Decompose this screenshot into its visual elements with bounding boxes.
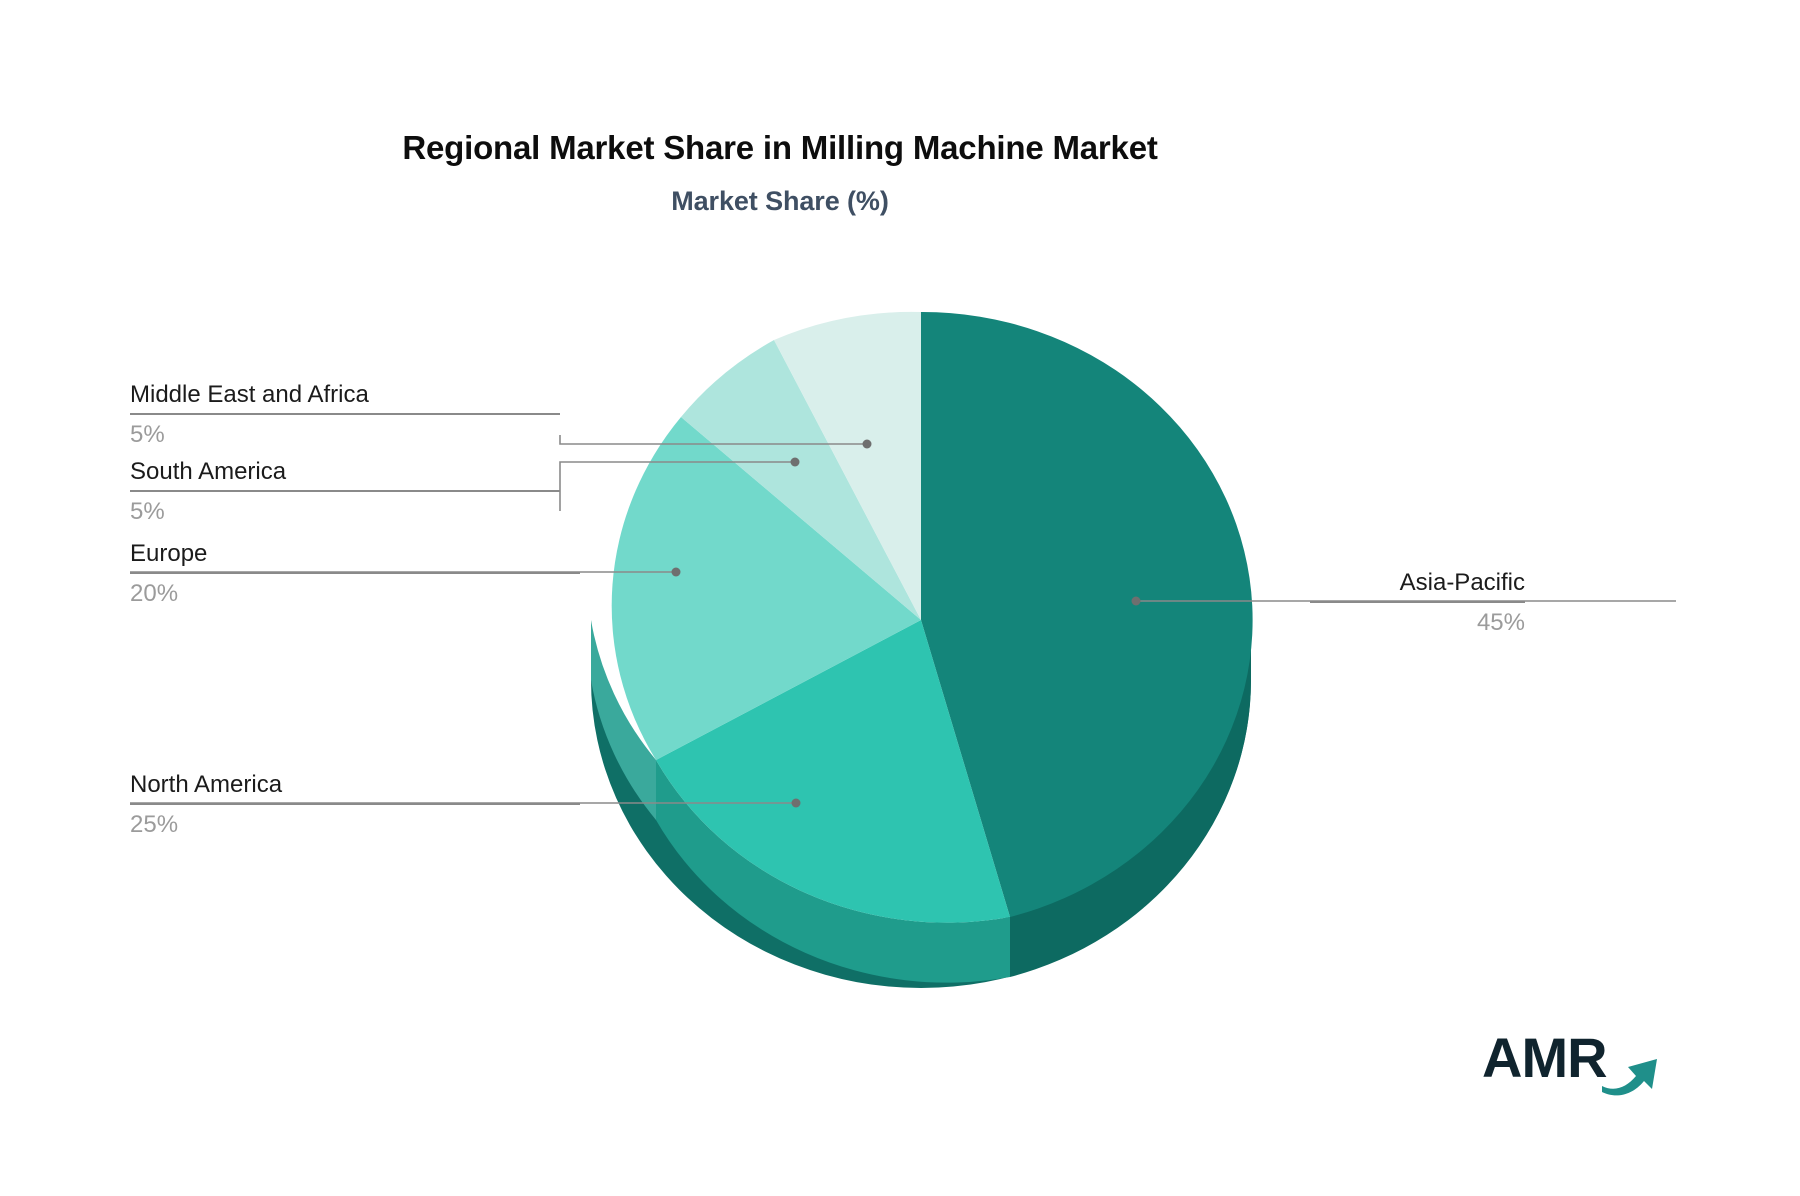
callout-rule	[130, 413, 560, 415]
slice-depth-asia-pacific	[1010, 620, 1252, 977]
leader-dot-north-america	[791, 798, 801, 808]
leader-dot-south-america	[790, 457, 800, 467]
pie-top-face	[611, 311, 1253, 923]
callout-middle-east-and-africa[interactable]: Middle East and Africa 5%	[130, 380, 560, 450]
pie-base-shadow	[591, 620, 1251, 988]
leader-line-middle-east-and-africa	[559, 435, 867, 445]
callout-label-asia-pacific: Asia-Pacific	[1399, 569, 1525, 596]
callout-rule	[1310, 601, 1525, 603]
callout-value-asia-pacific: 45%	[1476, 609, 1525, 636]
slice-europe	[611, 417, 921, 760]
callout-asia-pacific[interactable]: Asia-Pacific 45%	[1310, 568, 1525, 638]
callout-label-europe: Europe	[130, 540, 208, 567]
callout-rule	[130, 572, 580, 574]
pie-depth	[591, 620, 1252, 988]
leader-line-south-america	[559, 461, 795, 511]
callout-value-north-america: 25%	[130, 811, 179, 838]
callout-value-europe: 20%	[130, 580, 179, 607]
callout-south-america[interactable]: South America 5%	[130, 457, 560, 527]
chart-subtitle: Market Share (%)	[671, 185, 889, 216]
slice-depth-north-america	[656, 760, 1010, 983]
leader-dot-middle-east-and-africa	[862, 439, 872, 449]
amr-logo: AMR	[1482, 1030, 1662, 1098]
callout-north-america[interactable]: North America 25%	[130, 770, 580, 840]
slice-south-america	[681, 340, 921, 620]
callout-label-middle-east-and-africa: Middle East and Africa	[130, 381, 369, 408]
callout-value-middle-east-and-africa: 5%	[130, 421, 165, 448]
slice-depth-europe	[591, 620, 656, 820]
callout-europe[interactable]: Europe 20%	[130, 539, 580, 609]
slice-north-america	[656, 620, 1010, 923]
page-title: Regional Market Share in Milling Machine…	[402, 129, 1158, 166]
leader-dot-asia-pacific	[1131, 596, 1141, 606]
callout-label-north-america: North America	[130, 771, 283, 798]
arrow-up-right-icon	[1602, 1059, 1657, 1096]
callout-rule	[130, 803, 580, 805]
slice-asia-pacific	[921, 311, 1253, 917]
amr-logo-text: AMR	[1482, 1026, 1608, 1089]
callout-value-south-america: 5%	[130, 498, 165, 525]
callout-label-south-america: South America	[130, 458, 287, 485]
leader-dot-europe	[671, 567, 681, 577]
title-block: Regional Market Share in Milling Machine…	[0, 128, 1560, 217]
slice-middle-east-and-africa	[774, 311, 921, 620]
leader-dots	[671, 439, 1141, 808]
callout-rule	[130, 490, 560, 492]
